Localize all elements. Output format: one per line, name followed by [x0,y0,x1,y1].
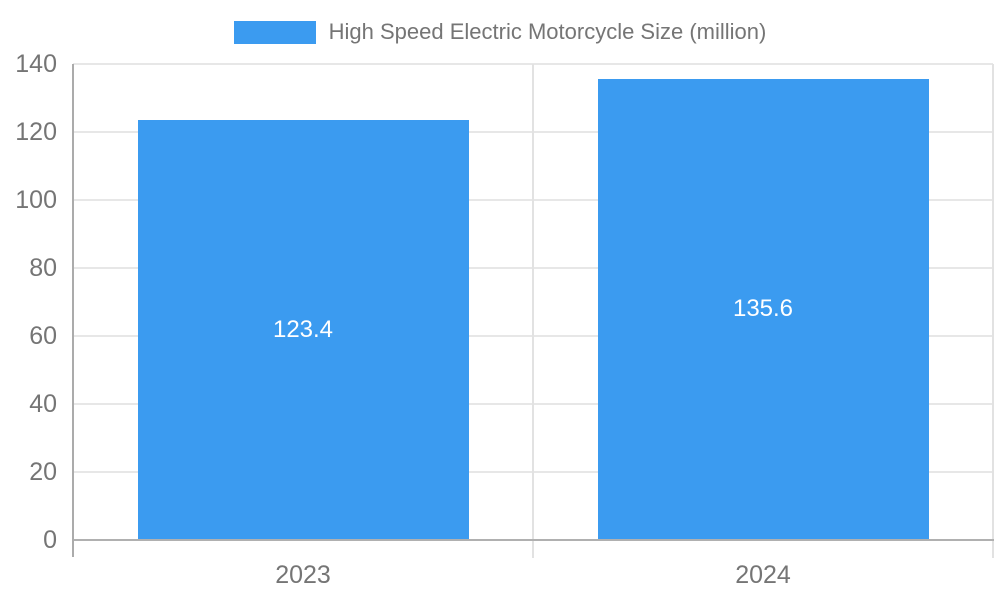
bar-value-label: 123.4 [272,316,334,344]
y-axis-tick-label: 0 [43,526,57,554]
chart-legend: High Speed Electric Motorcycle Size (mil… [0,19,1000,45]
y-axis-tick-label: 100 [15,186,57,214]
legend-swatch [233,20,316,44]
bar-2024 [598,78,929,540]
y-axis-tick-label: 80 [29,254,57,282]
x-gridline [532,64,534,558]
bar-value-label: 135.6 [732,295,794,323]
x-axis-category-label: 2023 [275,561,331,589]
x-axis-category-label: 2024 [735,561,791,589]
x-gridline [992,64,994,558]
y-axis-tick-label: 60 [29,322,57,350]
y-axis-tick-label: 20 [29,458,57,486]
legend-label: High Speed Electric Motorcycle Size (mil… [328,19,767,44]
x-axis-line [72,539,994,541]
y-axis-tick-label: 140 [15,50,57,78]
bar-2023 [138,120,469,540]
y-axis-tick-label: 40 [29,390,57,418]
y-axis-line [72,64,74,557]
y-axis-tick-label: 120 [15,118,57,146]
